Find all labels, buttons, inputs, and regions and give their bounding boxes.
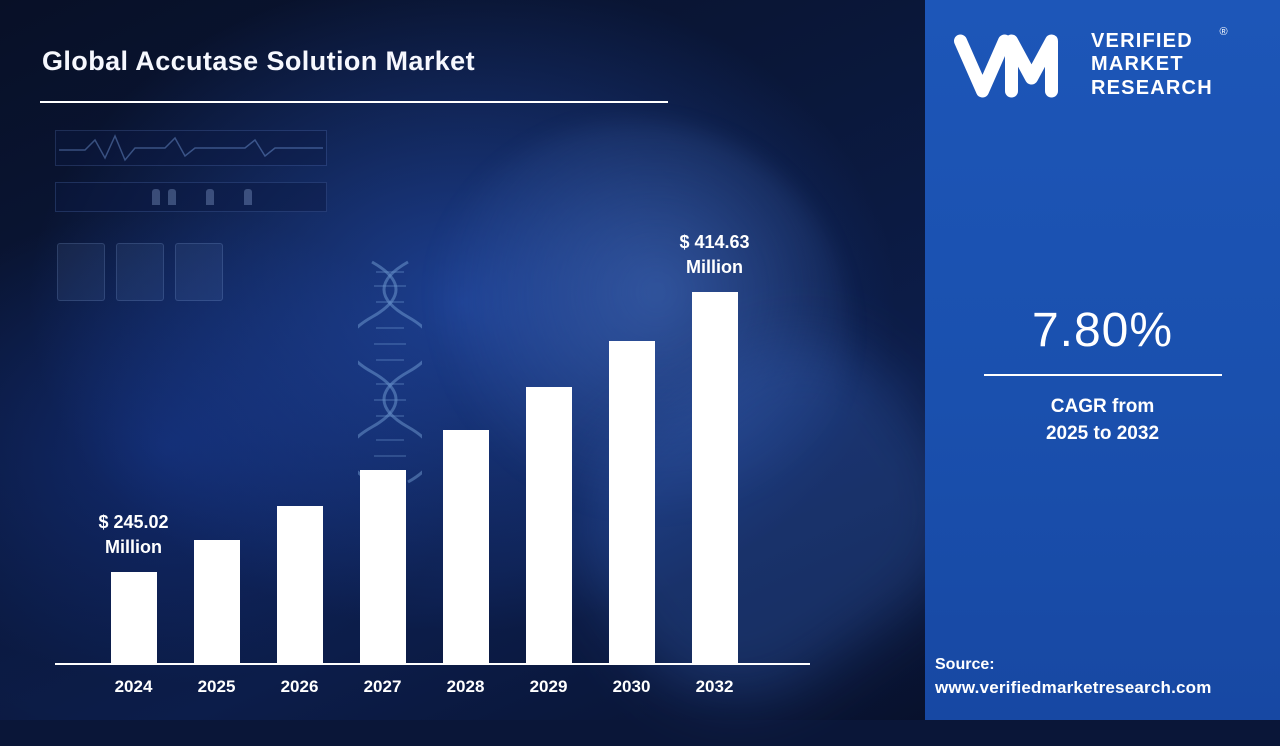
bars-area: $ 245.02 Million $ 414.63 Million xyxy=(92,225,756,663)
x-axis-label-2029: 2029 xyxy=(529,677,568,696)
bar-column-2028 xyxy=(424,430,507,663)
x-axis-label-2026: 2026 xyxy=(280,677,319,696)
bar-2032 xyxy=(691,292,738,663)
x-axis-label-2030: 2030 xyxy=(612,677,651,696)
cagr-value: 7.80% xyxy=(1031,304,1174,357)
bar-column-2025 xyxy=(175,540,258,663)
brand-block: VERIFIED MARKET RESEARCH ® xyxy=(939,26,1228,102)
bar-2030 xyxy=(608,341,655,663)
x-axis-label-2032: 2032 xyxy=(695,677,734,696)
brand-line-1: VERIFIED xyxy=(1091,29,1193,52)
brand-wordmark: VERIFIED MARKET RESEARCH ® xyxy=(1091,26,1228,101)
folder-icon xyxy=(57,243,105,301)
person-icon xyxy=(206,189,214,205)
bar-value-label-2024: $ 245.02 Million xyxy=(98,511,169,557)
cagr-caption-line-2: 2025 to 2032 xyxy=(1045,422,1160,444)
bar-2024 xyxy=(110,572,157,663)
bar-column-2024: $ 245.02 Million xyxy=(92,510,175,663)
cagr-divider xyxy=(983,374,1222,376)
heartbeat-waveform-icon xyxy=(55,130,327,166)
info-panel: VERIFIED MARKET RESEARCH ® 7.80% CAGR fr… xyxy=(925,0,1280,720)
bar-2029 xyxy=(525,387,572,663)
bar-column-2027 xyxy=(341,470,424,663)
source-label: Source: xyxy=(935,656,995,673)
bar-column-2032: $ 414.63 Million xyxy=(673,230,756,663)
cagr-caption-line-1: CAGR from xyxy=(1050,396,1155,417)
brand-line-3: RESEARCH xyxy=(1091,76,1213,99)
folder-icon xyxy=(175,243,223,301)
bar-column-2030 xyxy=(590,341,673,663)
bar-column-2029 xyxy=(507,387,590,663)
folder-shapes xyxy=(57,243,223,301)
bar-2026 xyxy=(276,506,323,663)
x-axis-labels: 2024 2025 2026 2027 2028 2029 2030 2032 xyxy=(92,677,756,697)
dna-helix-icon xyxy=(358,260,422,484)
bar-2025 xyxy=(193,540,240,663)
bar-chart: $ 245.02 Million $ 414.63 Million 2024 2025 2… xyxy=(55,225,810,697)
source-url-link[interactable]: www.verifiedmarketresearch.com xyxy=(935,678,1212,697)
page-title: Global Accutase Solution Market xyxy=(42,46,475,76)
vmr-logo-icon xyxy=(954,34,1058,98)
bar-2027 xyxy=(359,470,406,663)
registered-trademark-symbol: ® xyxy=(1219,25,1229,38)
source-block: Source: www.verifiedmarketresearch.com xyxy=(935,656,1274,698)
person-icon xyxy=(152,189,160,205)
bar-2028 xyxy=(442,430,489,663)
cagr-block: 7.80% CAGR from 2025 to 2032 xyxy=(925,303,1280,447)
x-axis-label-2027: 2027 xyxy=(363,677,402,696)
bar-value-label-2032: $ 414.63 Million xyxy=(679,231,750,277)
brand-line-2: MARKET xyxy=(1091,53,1184,76)
x-axis-label-2025: 2025 xyxy=(197,677,236,696)
x-axis-label-2028: 2028 xyxy=(446,677,485,696)
person-icon xyxy=(244,189,252,205)
person-icon xyxy=(168,189,176,205)
chart-canvas: Global Accutase Solution Market $ 245.02… xyxy=(0,0,1004,746)
folder-icon xyxy=(116,243,164,301)
title-underline xyxy=(40,101,668,103)
x-axis-label-2024: 2024 xyxy=(114,677,153,696)
x-axis-line xyxy=(55,663,810,665)
lab-shelf-shape xyxy=(55,182,327,212)
bar-column-2026 xyxy=(258,506,341,663)
